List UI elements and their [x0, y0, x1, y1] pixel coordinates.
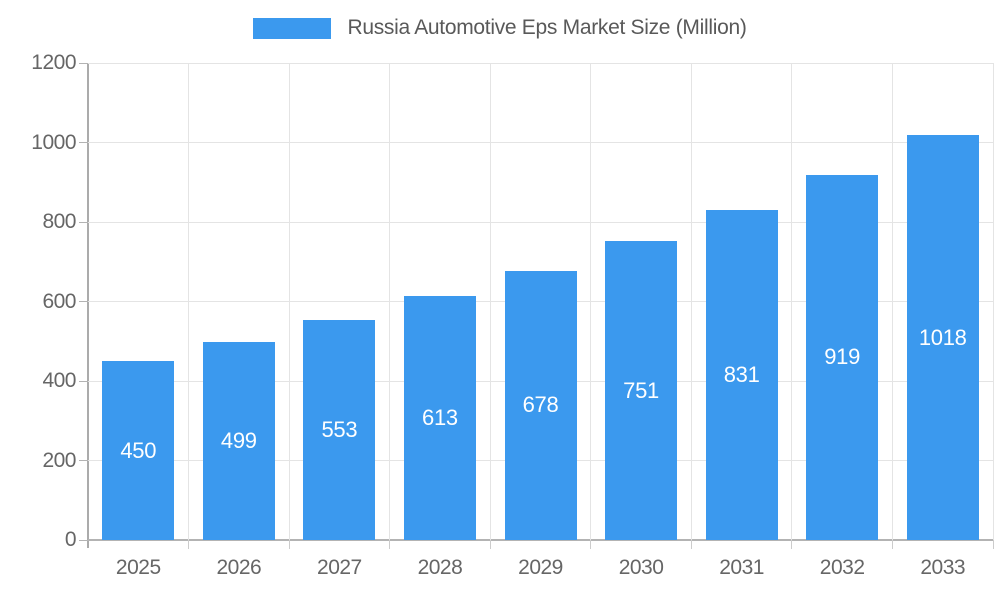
- x-tick-mark: [690, 540, 692, 549]
- y-axis-label: 1000: [31, 130, 76, 154]
- legend-swatch[interactable]: [253, 17, 332, 39]
- y-tick-mark: [79, 62, 88, 64]
- bar-value-label: 613: [422, 405, 458, 431]
- y-axis-line: [87, 63, 89, 548]
- gridline-x: [891, 63, 893, 540]
- y-tick-mark: [79, 460, 88, 461]
- x-tick-mark: [590, 540, 592, 549]
- x-axis-label-2029: 2029: [518, 556, 563, 579]
- x-tick-mark: [389, 540, 391, 549]
- x-axis-label-2031: 2031: [719, 556, 764, 579]
- bar-value-label: 553: [321, 417, 358, 443]
- x-tick-mark: [489, 540, 491, 549]
- gridline-x: [288, 63, 290, 540]
- bar-2031[interactable]: 831: [705, 209, 778, 540]
- x-axis-label-2028: 2028: [417, 556, 463, 579]
- y-axis-label: 0: [64, 528, 77, 551]
- bar-2029[interactable]: 678: [504, 270, 577, 540]
- y-tick-mark: [79, 539, 88, 541]
- bar-2032[interactable]: 919: [806, 174, 879, 540]
- bar-value-label: 1018: [918, 324, 967, 350]
- bar-2030[interactable]: 751: [605, 241, 678, 540]
- x-tick-mark: [188, 540, 190, 549]
- bar-value-label: 751: [623, 377, 659, 403]
- x-tick-mark: [791, 540, 793, 549]
- y-axis-label: 1200: [31, 51, 76, 74]
- bar-2033[interactable]: 1018: [906, 135, 979, 540]
- x-axis-label-2027: 2027: [317, 556, 362, 579]
- y-axis-label: 800: [42, 210, 76, 233]
- x-tick-mark: [288, 540, 290, 549]
- bar-2027[interactable]: 553: [303, 320, 376, 540]
- bar-value-label: 499: [220, 427, 257, 453]
- bar-value-label: 678: [522, 392, 559, 418]
- gridline-y-1200: [88, 62, 993, 64]
- legend: Russia Automotive Eps Market Size (Milli…: [0, 16, 1000, 40]
- chart-title: Russia Automotive Eps Market Size (Milli…: [347, 16, 747, 39]
- y-axis-label: 200: [42, 448, 76, 472]
- gridline-y-1000: [88, 142, 993, 143]
- y-tick-mark: [79, 142, 88, 143]
- bar-value-label: 450: [120, 437, 157, 463]
- x-axis-line: [88, 539, 993, 541]
- y-tick-mark: [79, 380, 88, 382]
- gridline-y-800: [88, 221, 993, 223]
- x-axis-label-2025: 2025: [115, 556, 161, 579]
- gridline-x: [992, 63, 994, 540]
- y-axis-labels: 0 200 400 600 800 1000 1200: [0, 51, 76, 551]
- x-axis-label-2026: 2026: [216, 556, 262, 579]
- y-axis-label: 400: [42, 369, 76, 392]
- gridline-x: [690, 63, 692, 540]
- bar-2025[interactable]: 450: [102, 361, 175, 540]
- gridline-x: [489, 63, 491, 540]
- x-axis-label-2033: 2033: [920, 556, 966, 579]
- x-tick-mark: [992, 540, 994, 549]
- y-tick-mark: [79, 301, 88, 302]
- x-axis-labels: 2025 2026 2027 2028 2029 2030 2031 2032 2033: [88, 556, 993, 586]
- gridline-x: [188, 63, 190, 540]
- bar-2026[interactable]: 499: [202, 341, 275, 540]
- gridline-x: [389, 63, 391, 540]
- bar-2028[interactable]: 613: [403, 296, 476, 540]
- bar-value-label: 919: [824, 344, 861, 370]
- x-tick-mark: [891, 540, 893, 549]
- gridline-x: [590, 63, 592, 540]
- gridline-x: [791, 63, 793, 540]
- x-axis-label-2032: 2032: [819, 556, 865, 579]
- y-tick-mark: [79, 221, 88, 223]
- bar-value-label: 831: [723, 361, 760, 387]
- y-axis-label: 600: [42, 289, 76, 313]
- plot-area: 450 499 553 613 678 751 831 919 1018: [79, 62, 994, 549]
- x-axis-label-2030: 2030: [618, 556, 664, 579]
